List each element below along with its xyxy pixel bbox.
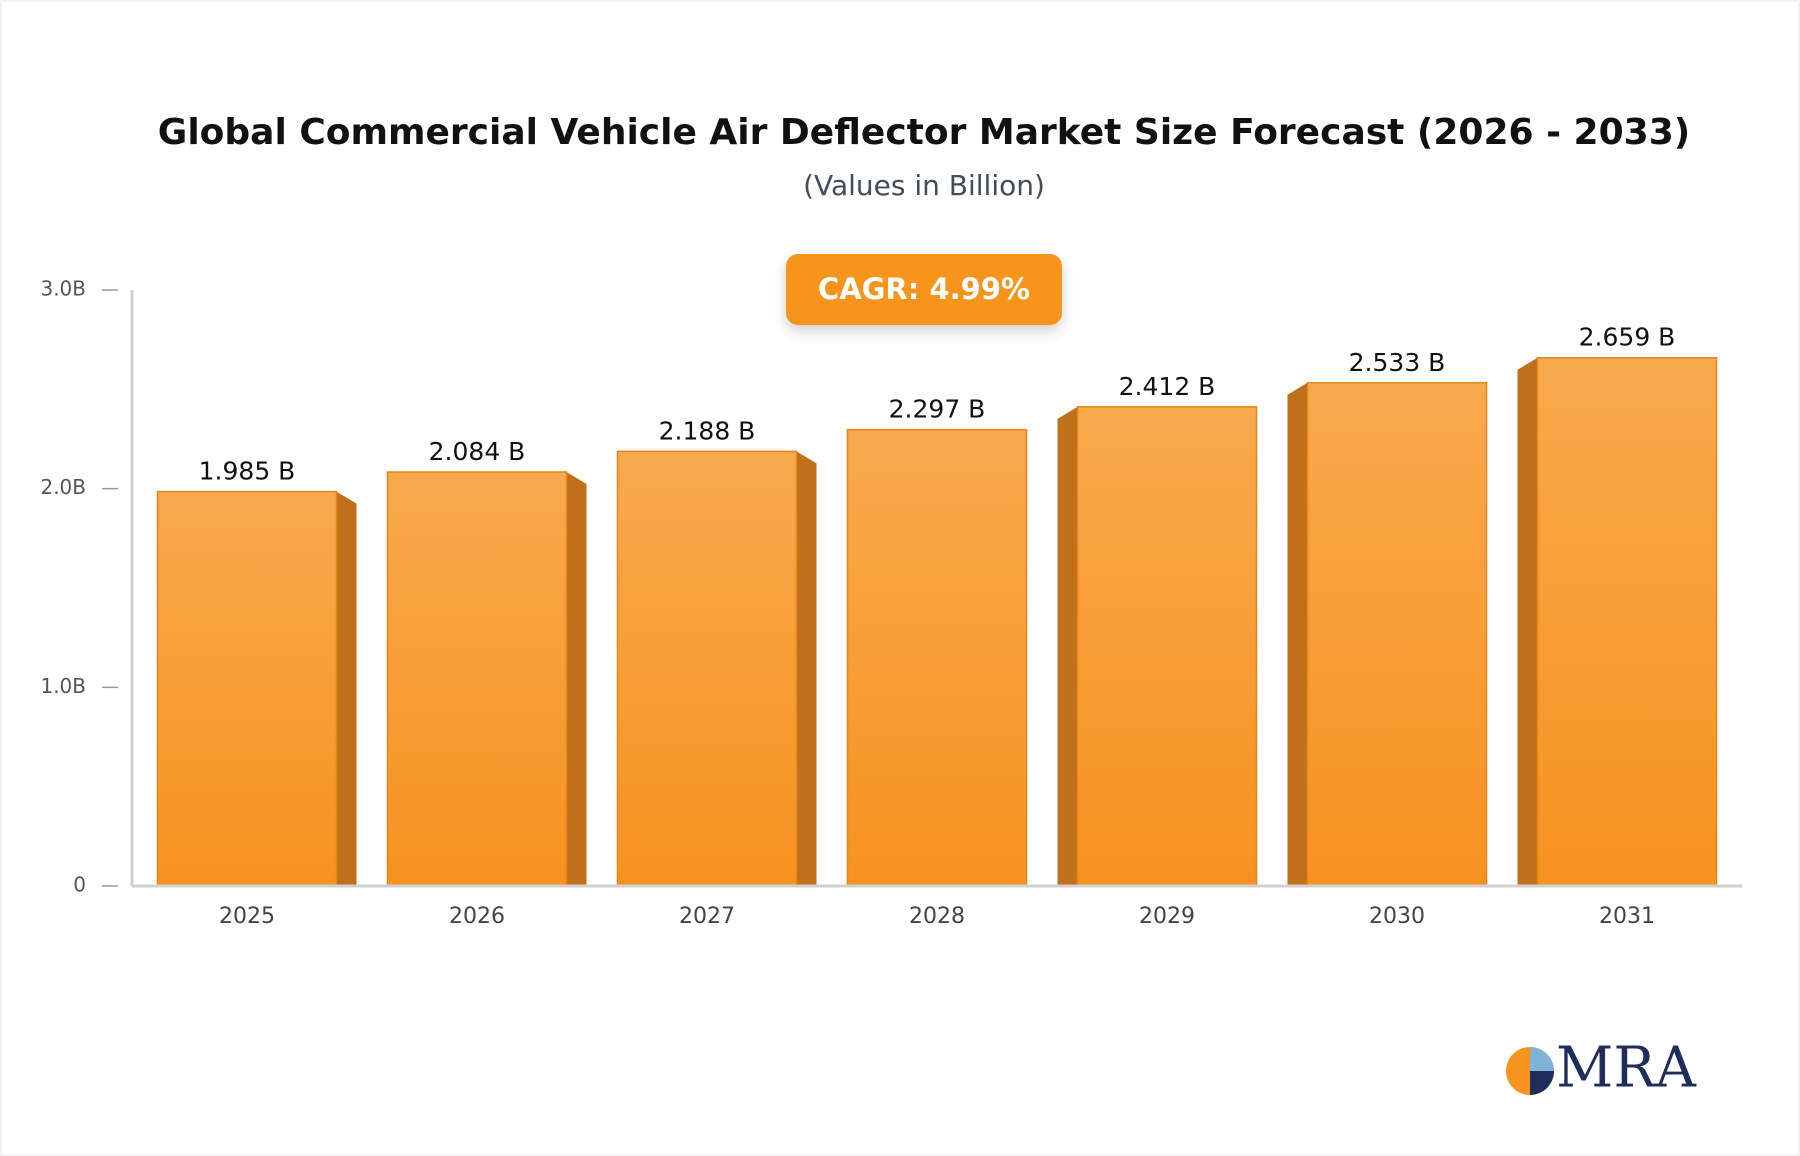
bar xyxy=(1306,382,1488,887)
y-tick-label: 0 xyxy=(73,873,86,897)
bar xyxy=(386,471,568,887)
value-label: 2.533 B xyxy=(1349,348,1446,377)
bar xyxy=(156,490,338,887)
value-label: 2.659 B xyxy=(1579,323,1676,352)
value-label: 2.084 B xyxy=(429,437,526,466)
bar-side xyxy=(1517,357,1538,886)
bar xyxy=(616,450,798,887)
bar-side xyxy=(1057,406,1078,886)
x-tick-label: 2025 xyxy=(219,904,275,929)
x-tick-label: 2027 xyxy=(679,904,735,929)
logo-text: MRA xyxy=(1556,1036,1697,1101)
bar xyxy=(1536,356,1718,887)
x-tick-label: 2028 xyxy=(909,904,965,929)
bar-side xyxy=(336,491,357,886)
bar xyxy=(1076,406,1258,887)
x-tick-label: 2029 xyxy=(1139,904,1195,929)
x-tick-label: 2026 xyxy=(449,904,505,929)
cagr-badge: CAGR: 4.99% xyxy=(786,254,1062,325)
bar xyxy=(846,428,1028,887)
chart-subtitle: (Values in Billion) xyxy=(803,169,1045,202)
badge-text: CAGR: 4.99% xyxy=(818,272,1030,306)
y-tick-label: 2.0B xyxy=(40,475,86,499)
y-tick-label: 1.0B xyxy=(40,674,86,698)
value-label: 2.188 B xyxy=(659,416,756,445)
y-tick-label: 3.0B xyxy=(40,277,86,301)
value-label: 2.412 B xyxy=(1119,372,1216,401)
logo: MRA xyxy=(1506,1036,1697,1101)
value-label: 2.297 B xyxy=(889,395,986,424)
badge-box xyxy=(786,254,1062,325)
x-tick-label: 2030 xyxy=(1369,904,1425,929)
value-label: 1.985 B xyxy=(199,457,296,486)
logo-slice xyxy=(1530,1071,1554,1095)
bar-side xyxy=(796,451,817,886)
x-tick-label: 2031 xyxy=(1599,904,1655,929)
bar-side xyxy=(566,471,587,886)
bar-side xyxy=(1287,382,1308,886)
chart-title: Global Commercial Vehicle Air Deflector … xyxy=(158,112,1690,153)
logo-slice xyxy=(1530,1047,1554,1071)
